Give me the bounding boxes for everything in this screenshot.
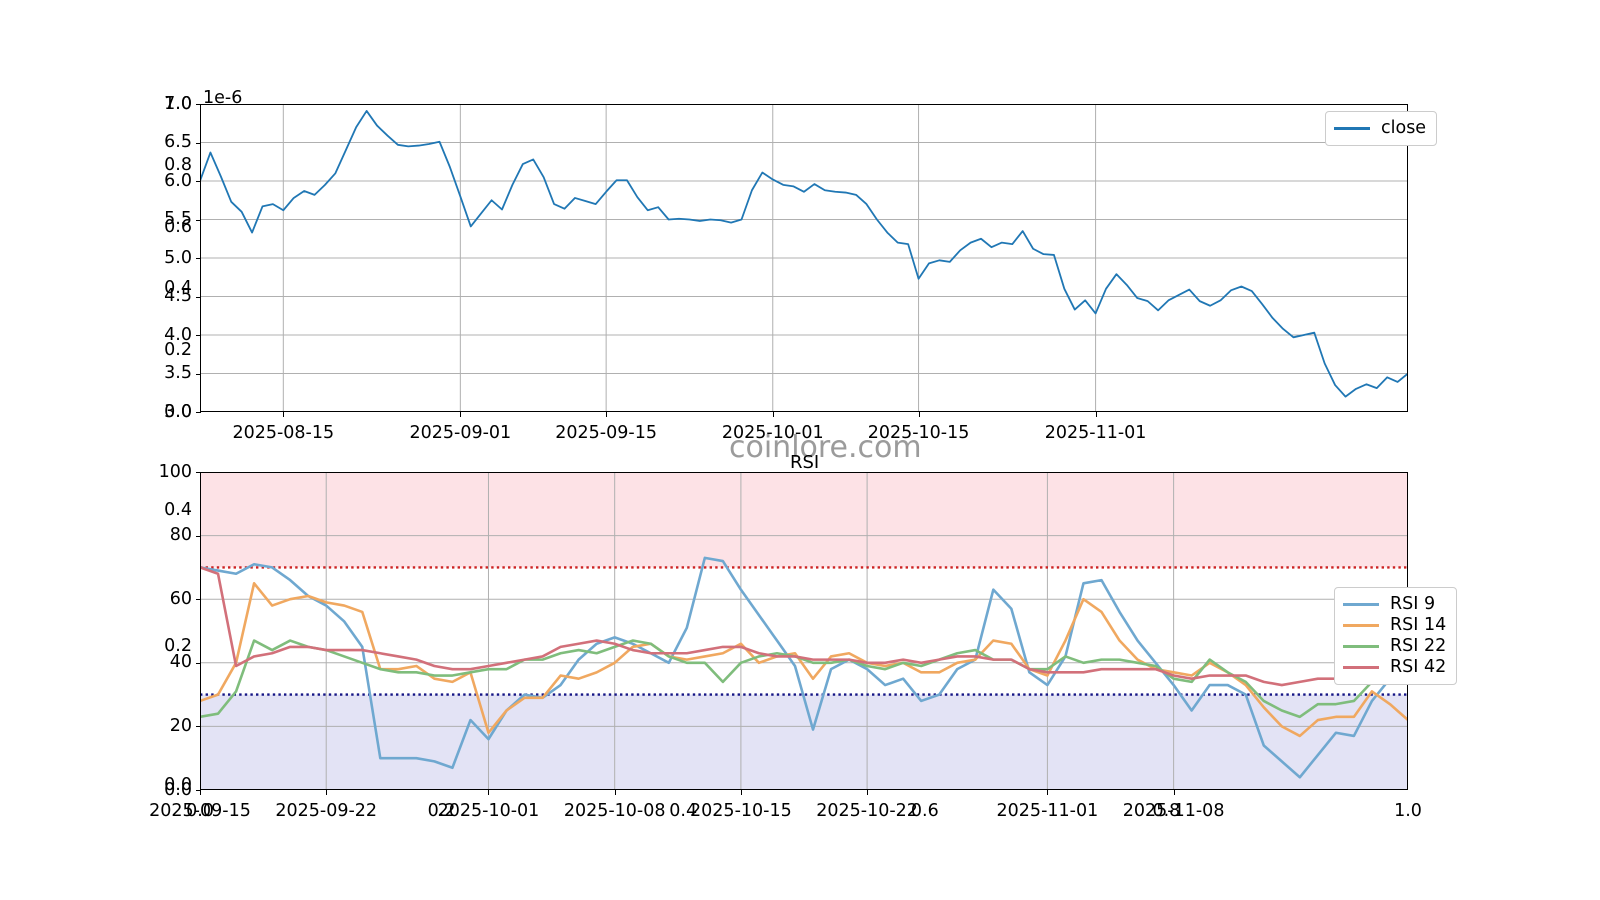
rsi-secondary-x-tick-0.4: 0.4 bbox=[669, 801, 698, 821]
rsi-chart-title: RSI bbox=[790, 452, 820, 473]
price-y-tick-5.5: 5.5 bbox=[164, 209, 192, 229]
price-legend-swatch bbox=[1334, 127, 1370, 130]
price-secondary-y-tick-0.8: 0.8 bbox=[164, 155, 192, 176]
rsi-secondary-x-tick-0.2: 0.2 bbox=[427, 801, 456, 821]
price-y-tick-4.5: 4.5 bbox=[164, 286, 192, 306]
price-x-tick-2025-09-01: 2025-09-01 bbox=[409, 423, 512, 443]
rsi-x-tick-2025-10-01: 2025-10-01 bbox=[437, 801, 540, 821]
rsi-y-tick-mark bbox=[195, 790, 201, 791]
price-y-tick-mark bbox=[195, 181, 201, 182]
rsi-y-tick-100: 100 bbox=[158, 461, 192, 482]
price-y-tick-7.0: 7.0 bbox=[164, 93, 192, 114]
price-y-tick-mark bbox=[195, 258, 201, 259]
price-x-tick-2025-11-01: 2025-11-01 bbox=[1044, 423, 1147, 443]
rsi-x-tick-mark bbox=[488, 790, 490, 795]
price-legend-label: close bbox=[1381, 117, 1427, 138]
rsi-chart-axes bbox=[200, 472, 1408, 790]
rsi-x-tick-mark bbox=[614, 790, 616, 795]
rsi-y-tick-mark bbox=[195, 535, 201, 537]
rsi-secondary-x-tick-0.0: 0.0 bbox=[186, 801, 214, 821]
price-x-tick-2025-10-15: 2025-10-15 bbox=[867, 423, 970, 443]
price-x-tick-mark bbox=[283, 412, 285, 417]
price-x-tick-mark bbox=[918, 412, 920, 417]
price-y-tick-mark bbox=[195, 373, 201, 375]
rsi-legend-swatch bbox=[1343, 603, 1379, 606]
price-y-tick-mark bbox=[195, 412, 201, 413]
rsi-secondary-x-tick-0.6: 0.6 bbox=[910, 801, 939, 821]
rsi-x-tick-2025-09-15: 2025-09-15 bbox=[149, 801, 251, 821]
rsi-x-tick-2025-10-08: 2025-10-08 bbox=[563, 801, 666, 821]
price-secondary-y-tick-0.0: 0.0 bbox=[164, 401, 192, 422]
price-y-tick-6.5: 6.5 bbox=[164, 132, 192, 152]
rsi-x-tick-2025-11-08: 2025-11-08 bbox=[1122, 801, 1225, 821]
price-y-tick-4.0: 4.0 bbox=[164, 324, 192, 345]
price-secondary-y-tick-0.4: 0.4 bbox=[164, 278, 192, 299]
price-y-tick-mark bbox=[195, 335, 201, 336]
rsi-y-tick-40: 40 bbox=[169, 652, 192, 673]
rsi-y-tick-20: 20 bbox=[169, 715, 192, 736]
rsi-y-tick-0.0: 0.0 bbox=[164, 779, 192, 800]
rsi-legend-swatch bbox=[1343, 645, 1379, 648]
rsi-y-tick-60: 60 bbox=[169, 588, 192, 609]
rsi-secondary-y-tick-0.2: 0.2 bbox=[164, 636, 192, 657]
rsi-legend-label: RSI 14 bbox=[1390, 614, 1447, 635]
rsi-x-tick-mark bbox=[1173, 790, 1175, 795]
price-y-tick-mark bbox=[195, 219, 201, 221]
rsi-x-tick-2025-11-01: 2025-11-01 bbox=[996, 801, 1099, 821]
rsi-legend-label: RSI 22 bbox=[1390, 635, 1447, 656]
price-y-tick-3.0: 3.0 bbox=[164, 401, 192, 422]
price-legend: close bbox=[1325, 111, 1438, 146]
price-y-tick-3.5: 3.5 bbox=[164, 363, 192, 383]
price-x-tick-mark bbox=[606, 412, 608, 417]
price-y-tick-mark bbox=[195, 104, 201, 105]
price-axis-offset-text: 1e-6 bbox=[203, 88, 243, 108]
rsi-legend-item-rsi-14[interactable]: RSI 14 bbox=[1343, 615, 1446, 636]
price-x-tick-2025-10-01: 2025-10-01 bbox=[721, 423, 824, 443]
rsi-y-tick-80: 80 bbox=[169, 525, 192, 546]
price-plot-area bbox=[200, 104, 1408, 412]
rsi-y-tick-mark bbox=[195, 599, 201, 601]
rsi-secondary-x-tick-1.0: 1.0 bbox=[1394, 801, 1422, 821]
rsi-x-tick-mark bbox=[740, 790, 742, 795]
price-secondary-y-tick-0.2: 0.2 bbox=[164, 339, 192, 360]
watermark-coinlore: coinlore.com bbox=[729, 430, 922, 465]
price-secondary-y-tick-1.0: 1.0 bbox=[164, 93, 192, 114]
rsi-x-tick-mark bbox=[200, 790, 201, 795]
price-x-tick-mark bbox=[772, 412, 774, 417]
price-legend-item[interactable]: close bbox=[1334, 118, 1426, 139]
price-x-tick-mark bbox=[460, 412, 462, 417]
rsi-x-tick-mark bbox=[326, 790, 328, 795]
rsi-y-tick-mark bbox=[195, 472, 201, 473]
rsi-x-tick-2025-10-15: 2025-10-15 bbox=[690, 801, 792, 821]
price-x-tick-2025-08-15: 2025-08-15 bbox=[232, 423, 335, 443]
rsi-y-tick-mark bbox=[195, 662, 201, 664]
price-y-tick-5.0: 5.0 bbox=[164, 247, 192, 268]
price-y-tick-6.0: 6.0 bbox=[164, 170, 192, 191]
price-x-tick-mark bbox=[1095, 412, 1097, 417]
rsi-legend-swatch bbox=[1343, 666, 1379, 669]
rsi-secondary-y-tick-0.0: 0.0 bbox=[164, 774, 192, 795]
price-secondary-y-tick-0.6: 0.6 bbox=[164, 216, 192, 237]
rsi-legend: RSI 9 RSI 14 RSI 22 RSI 42 bbox=[1334, 587, 1458, 685]
rsi-y-tick-mark bbox=[195, 726, 201, 728]
rsi-x-tick-mark bbox=[1047, 790, 1049, 795]
rsi-legend-item-rsi-42[interactable]: RSI 42 bbox=[1343, 657, 1446, 678]
price-x-tick-2025-09-15: 2025-09-15 bbox=[555, 423, 657, 443]
rsi-x-tick-2025-09-22: 2025-09-22 bbox=[275, 801, 378, 821]
rsi-x-tick-mark bbox=[867, 790, 869, 795]
rsi-secondary-x-tick-0.8: 0.8 bbox=[1152, 801, 1181, 821]
rsi-secondary-y-tick-0.4: 0.4 bbox=[164, 499, 192, 520]
rsi-legend-item-rsi-22[interactable]: RSI 22 bbox=[1343, 636, 1446, 657]
rsi-legend-label: RSI 42 bbox=[1390, 656, 1447, 677]
rsi-legend-label: RSI 9 bbox=[1390, 593, 1436, 614]
rsi-legend-swatch bbox=[1343, 624, 1379, 627]
rsi-x-tick-2025-10-22: 2025-10-22 bbox=[816, 801, 918, 821]
price-y-tick-mark bbox=[195, 296, 201, 298]
price-y-tick-mark bbox=[195, 142, 201, 144]
rsi-plot-area bbox=[200, 472, 1408, 790]
price-chart-axes bbox=[200, 104, 1408, 412]
rsi-legend-item-rsi-9[interactable]: RSI 9 bbox=[1343, 594, 1446, 615]
